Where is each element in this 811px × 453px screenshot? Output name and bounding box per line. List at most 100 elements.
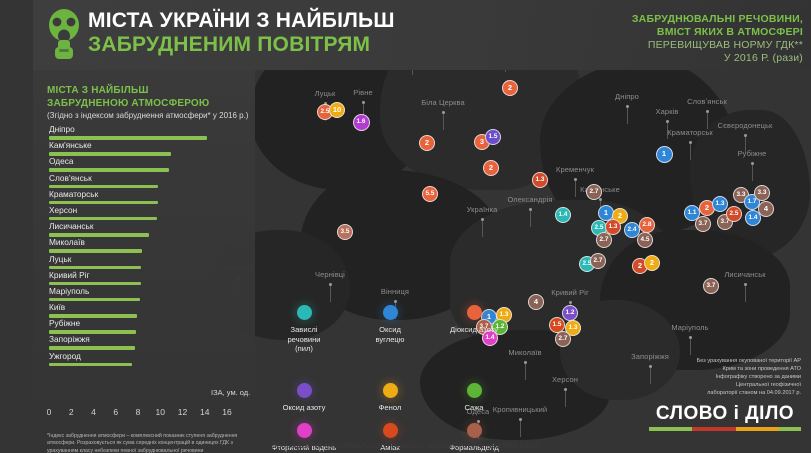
map-city-dot [569, 301, 572, 304]
logo-bar-segment [692, 427, 715, 431]
map-marker[interactable]: 3.5 [337, 224, 353, 240]
legend-label: речовини [287, 334, 321, 344]
map-marker[interactable]: 4 [758, 201, 774, 217]
map-city-label: Українка [466, 205, 498, 214]
map-city-label: Херсон [551, 375, 579, 384]
logo-bar-segment [735, 427, 758, 431]
map-city-label: Запоріжжя [631, 352, 669, 361]
axis-tick: 0 [46, 407, 52, 417]
map-marker[interactable]: 1 [655, 145, 673, 163]
map-marker[interactable]: 4 [528, 294, 544, 310]
map-marker[interactable]: 2 [502, 80, 518, 96]
map-marker[interactable]: 3.7 [703, 278, 719, 294]
legend-color-dot [466, 383, 482, 398]
map-city-dot [689, 336, 692, 339]
legend-color-dot [466, 305, 482, 320]
map-marker[interactable]: 2.7 [590, 253, 606, 269]
legend-label: Оксид азоту [282, 403, 326, 412]
legend-item[interactable]: Завислі речовини (пил) [268, 305, 340, 354]
map-marker[interactable]: 2 [419, 135, 435, 151]
map-marker[interactable]: 4.5 [637, 232, 653, 248]
map-city-label: Рівне [353, 88, 373, 97]
map-marker[interactable]: 3.7 [695, 216, 711, 232]
x-axis: 0 2 4 6 8 10 12 14 16 [47, 407, 252, 423]
map-city-dot [744, 283, 747, 286]
map-marker[interactable]: 1.3 [532, 172, 548, 188]
map-city-leader-line [363, 104, 364, 120]
map-marker[interactable]: 2 [483, 160, 499, 176]
bar-row: Маріуполь [47, 286, 247, 303]
map-city-leader-line [520, 421, 521, 437]
header-bar [33, 0, 811, 70]
legend-item[interactable]: Формальдегід [438, 423, 510, 453]
map-marker[interactable]: 2.7 [555, 331, 571, 347]
map-city-label: Вінниця [380, 287, 410, 296]
disclaimer-line-4: Центральної геофізичної [736, 382, 801, 388]
legend-item[interactable]: Оксид вуглецю [354, 305, 426, 344]
legend-color-dot [466, 423, 482, 438]
map-marker[interactable]: 1.2 [492, 319, 508, 335]
map-city-leader-line [565, 391, 566, 407]
map-marker[interactable]: 5.5 [422, 186, 438, 202]
map-marker[interactable]: 3.3 [754, 185, 770, 201]
map-city-leader-line [525, 364, 526, 380]
map-marker[interactable]: 1.1 [684, 205, 700, 221]
map-marker[interactable]: 2.7 [596, 232, 612, 248]
disclaimer-line-1: Без урахування окупованої території АР [696, 358, 801, 364]
bar-row: Київ [47, 303, 247, 319]
map-marker[interactable]: 1.4 [745, 210, 761, 226]
bar-label: Лисичанськ [49, 221, 94, 232]
map-marker[interactable]: 1.3 [565, 320, 581, 336]
bar-row: Кривий Ріг [47, 269, 247, 287]
legend-item[interactable]: Сажа [438, 383, 510, 413]
map-marker[interactable]: 10 [329, 102, 345, 118]
legend-item[interactable]: Фтористий водень [268, 423, 340, 453]
map-city-label: Миколаїв [508, 348, 542, 357]
legend-label: Фенол [378, 403, 402, 412]
bar-row: Краматорськ [47, 189, 247, 206]
map-city-label: Луцьк [314, 89, 336, 98]
map-marker[interactable]: 1.4 [555, 207, 571, 223]
legend-item[interactable]: Діоксид азоту [438, 305, 510, 335]
map-marker[interactable]: 1.3 [605, 219, 621, 235]
legend-label: Сажа [464, 403, 484, 412]
map-marker[interactable]: 1.3 [712, 196, 728, 212]
pollution-index-bar-chart: Дніпро Кам'янське Одеса Слов'янськ Краматорс… [47, 125, 247, 395]
map-marker[interactable]: 2.8 [639, 217, 655, 233]
bar-label: Кривий Ріг [49, 269, 90, 280]
title-line-2: ЗАБРУДНЕНИМ ПОВІТРЯМ [88, 33, 371, 56]
ranking-subheading: (Згідно з індексом забруднення атмосфери… [47, 111, 249, 120]
map-marker[interactable]: 1.5 [485, 129, 501, 145]
map-marker[interactable]: 1.2 [562, 305, 578, 321]
axis-tick: 8 [135, 407, 141, 417]
map-marker[interactable]: 2.7 [586, 184, 602, 200]
map-marker[interactable]: 2.4 [624, 222, 640, 238]
map-marker[interactable]: 2 [644, 255, 660, 271]
axis-tick: 16 [222, 407, 232, 417]
legend-item[interactable]: Аміак [354, 423, 426, 453]
map-marker[interactable]: 1.6 [352, 113, 370, 131]
map-city-label: Лисичанськ [724, 270, 766, 279]
title-line-1: МІСТА УКРАЇНИ З НАЙБІЛЬШ [88, 9, 395, 32]
bar-value [49, 314, 137, 318]
map-marker[interactable]: 2.5 [726, 206, 742, 222]
map-marker[interactable]: 1.4 [482, 330, 498, 346]
map-city-leader-line [530, 211, 531, 227]
map-city-dot [324, 102, 327, 105]
pollutants-heading-line-3: ПЕРЕВИЩУВАВ НОРМУ ГДК** [647, 39, 803, 51]
legend-item[interactable]: Фенол [354, 383, 426, 413]
ranking-heading: МІСТА З НАЙБІЛЬШ ЗАБРУДНЕНОЮ АТМОСФЕРОЮ [47, 84, 209, 110]
disclaimer-line-2: Крим та зони проведення АТО [722, 366, 801, 372]
map-city-dot [599, 198, 602, 201]
map-city-dot [477, 420, 480, 423]
map-city-label: Кременчук [555, 165, 595, 174]
map-city-leader-line [690, 144, 691, 160]
map-landmass [560, 300, 680, 400]
bar-row: Запоріжжя [47, 335, 247, 351]
axis-tick: 4 [91, 407, 96, 417]
legend-item[interactable]: Оксид азоту [268, 383, 340, 413]
legend-color-dot [296, 423, 312, 438]
bar-label: Кам'янське [49, 140, 92, 151]
bar-row: Луцьк [47, 254, 247, 271]
